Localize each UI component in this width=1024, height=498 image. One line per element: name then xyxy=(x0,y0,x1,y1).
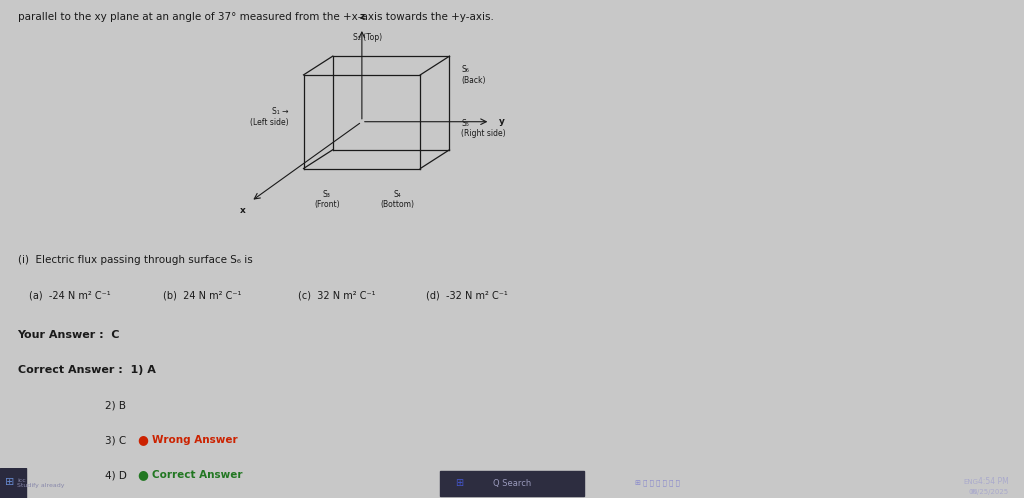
Text: parallel to the xy plane at an angle of 37° measured from the +x-axis towards th: parallel to the xy plane at an angle of … xyxy=(17,12,494,22)
Bar xyxy=(440,471,584,496)
Text: 06/25/2025: 06/25/2025 xyxy=(969,489,1009,495)
Text: (c)  32 N m² C⁻¹: (c) 32 N m² C⁻¹ xyxy=(298,290,375,300)
Text: (i)  Electric flux passing through surface S₆ is: (i) Electric flux passing through surfac… xyxy=(17,255,252,265)
Text: Correct Answer :  1) A: Correct Answer : 1) A xyxy=(17,365,156,375)
Text: 3) C: 3) C xyxy=(105,435,126,445)
Text: S₂ (Top): S₂ (Top) xyxy=(353,33,382,42)
Text: z: z xyxy=(359,12,365,21)
Text: Q Search: Q Search xyxy=(493,479,531,488)
Text: y: y xyxy=(499,117,505,126)
Text: 4) D: 4) D xyxy=(105,471,127,481)
Text: S₄
(Bottom): S₄ (Bottom) xyxy=(380,190,414,209)
Text: (d)  -32 N m² C⁻¹: (d) -32 N m² C⁻¹ xyxy=(426,290,508,300)
Text: S₆
(Back): S₆ (Back) xyxy=(461,65,485,85)
Text: (b)  24 N m² C⁻¹: (b) 24 N m² C⁻¹ xyxy=(164,290,242,300)
Text: Your Answer :  C: Your Answer : C xyxy=(17,330,120,340)
Text: S₅
(Right side): S₅ (Right side) xyxy=(461,119,506,138)
Text: Correct Answer: Correct Answer xyxy=(152,471,243,481)
Text: ⊞ ⬛ 🔥 📁 🔵 🟢 🔵: ⊞ ⬛ 🔥 📁 🔵 🟢 🔵 xyxy=(635,480,680,487)
Text: icc
Studify already: icc Studify already xyxy=(17,478,65,489)
Text: IN: IN xyxy=(971,489,978,495)
Text: S₃
(Front): S₃ (Front) xyxy=(314,190,340,209)
Text: (a)  -24 N m² C⁻¹: (a) -24 N m² C⁻¹ xyxy=(29,290,111,300)
Bar xyxy=(0,468,26,498)
Text: 4:54 PM: 4:54 PM xyxy=(978,477,1009,486)
Text: S₁ →
(Left side): S₁ → (Left side) xyxy=(250,108,289,126)
Text: ⊞: ⊞ xyxy=(455,478,463,488)
Text: ENG: ENG xyxy=(963,479,978,485)
Text: 2) B: 2) B xyxy=(105,400,126,410)
Text: ●: ● xyxy=(137,433,148,446)
Text: ⊞: ⊞ xyxy=(5,477,14,487)
Text: Wrong Answer: Wrong Answer xyxy=(152,435,238,445)
Text: x: x xyxy=(240,206,245,215)
Text: ●: ● xyxy=(137,468,148,481)
